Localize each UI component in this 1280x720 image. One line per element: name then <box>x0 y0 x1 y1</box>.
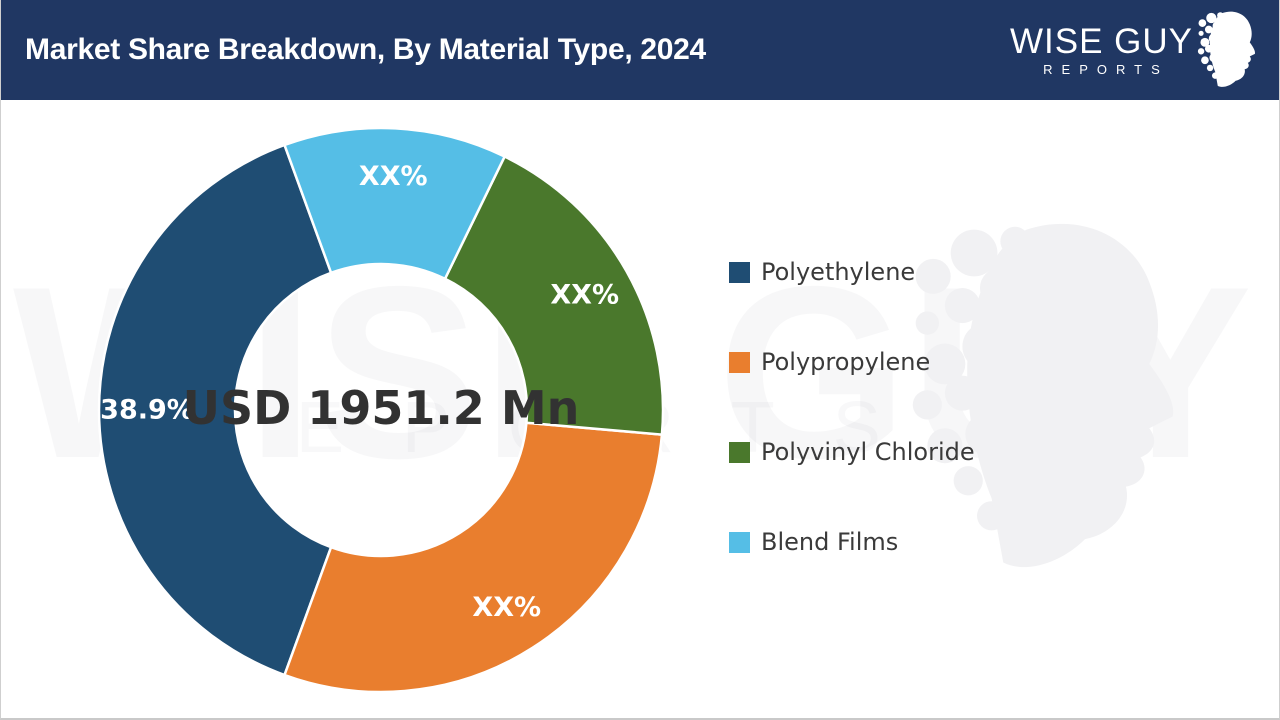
legend-swatch-polyvinyl-chloride <box>729 441 750 463</box>
legend-item-blend-films: Blend Films <box>729 525 975 559</box>
legend-label-polyethylene: Polyethylene <box>761 258 916 286</box>
segment-label-polyethylene: 38.9% <box>100 395 194 426</box>
legend-label-polyvinyl-chloride: Polyvinyl Chloride <box>761 438 975 466</box>
segment-polyethylene <box>97 143 333 677</box>
segment-label-polypropylene: XX% <box>472 592 541 623</box>
chart-legend: Polyethylene Polypropylene Polyvinyl Chlor… <box>729 255 975 615</box>
wiseguy-head-icon <box>1195 9 1261 91</box>
legend-label-polypropylene: Polypropylene <box>761 348 931 376</box>
legend-item-polyethylene: Polyethylene <box>729 255 975 289</box>
legend-swatch-polyethylene <box>729 261 750 283</box>
segment-label-blend-films: XX% <box>359 161 428 192</box>
legend-item-polyvinyl-chloride: Polyvinyl Chloride <box>729 435 975 469</box>
header-bar: Market Share Breakdown, By Material Type… <box>1 0 1279 100</box>
legend-swatch-blend-films <box>729 531 750 553</box>
donut-center-value: USD 1951.2 Mn <box>182 381 580 435</box>
segment-label-polyvinyl-chloride: XX% <box>550 279 619 310</box>
segment-blend-films <box>283 126 506 281</box>
segment-polypropylene <box>283 421 664 694</box>
legend-label-blend-films: Blend Films <box>761 528 899 556</box>
segment-polyvinyl-chloride <box>443 155 665 436</box>
page-title: Market Share Breakdown, By Material Type… <box>25 33 706 66</box>
logo-text: WISE GUY REPORTS <box>1010 24 1193 76</box>
logo-subtext: REPORTS <box>1043 62 1169 77</box>
wiseguy-logo: WISE GUY REPORTS <box>1010 9 1261 91</box>
logo-wordmark: WISE GUY <box>1009 22 1193 61</box>
legend-item-polypropylene: Polypropylene <box>729 345 975 379</box>
donut-chart: 38.9% XX% XX% XX% <box>97 126 665 694</box>
legend-swatch-polypropylene <box>729 351 750 373</box>
